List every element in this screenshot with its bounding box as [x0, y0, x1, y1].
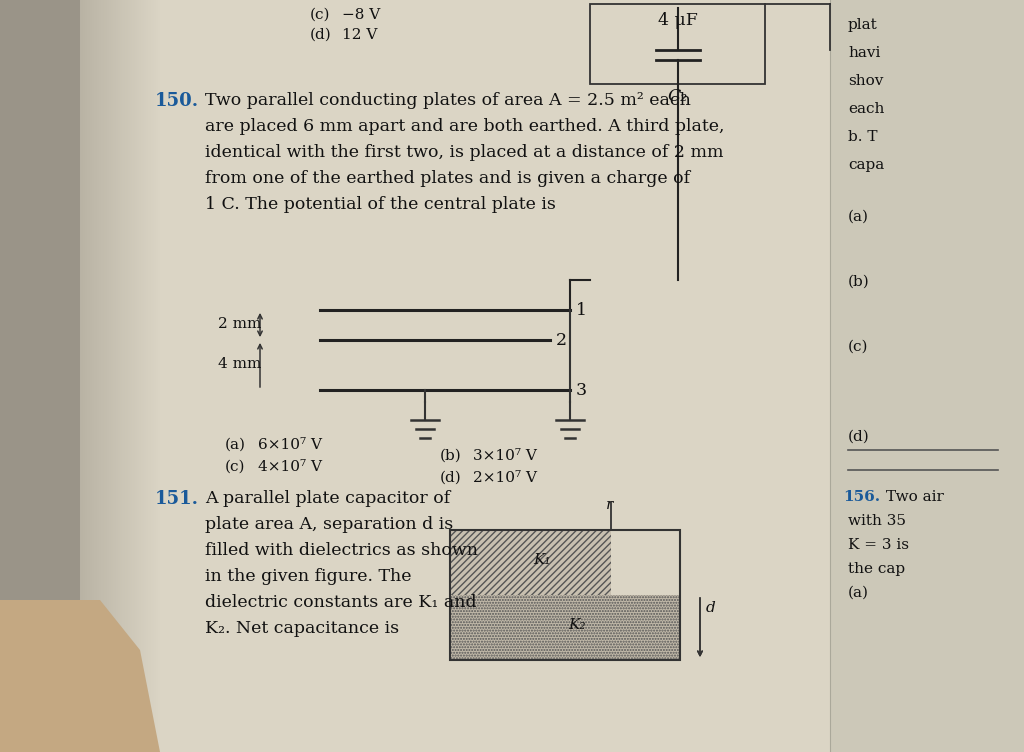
Text: havi: havi	[848, 46, 881, 60]
Text: r: r	[606, 498, 613, 512]
Text: −8 V: −8 V	[342, 8, 380, 22]
FancyBboxPatch shape	[0, 0, 120, 752]
Text: 151.: 151.	[155, 490, 199, 508]
Text: 150.: 150.	[155, 92, 199, 110]
Text: (a): (a)	[225, 438, 246, 452]
Polygon shape	[0, 600, 160, 752]
Bar	[450, 595, 680, 660]
Text: 6×10⁷ V: 6×10⁷ V	[258, 438, 322, 452]
Text: plate area A, separation d is: plate area A, separation d is	[205, 516, 454, 533]
Text: 12 V: 12 V	[342, 28, 378, 42]
Text: A parallel plate capacitor of: A parallel plate capacitor of	[205, 490, 451, 507]
Text: (a): (a)	[848, 210, 869, 224]
Text: 4×10⁷ V: 4×10⁷ V	[258, 460, 322, 474]
Text: 3: 3	[575, 382, 587, 399]
Text: plat: plat	[848, 18, 878, 32]
Text: (c): (c)	[225, 460, 246, 474]
Text: the cap: the cap	[848, 562, 905, 576]
Text: capa: capa	[848, 158, 885, 172]
Text: 156.: 156.	[843, 490, 880, 504]
Text: 2 mm: 2 mm	[218, 317, 261, 331]
Bar	[450, 530, 611, 595]
Text: C₂: C₂	[668, 88, 688, 105]
Text: K₁: K₁	[534, 553, 551, 568]
Text: from one of the earthed plates and is given a charge of: from one of the earthed plates and is gi…	[205, 170, 690, 187]
Text: in the given figure. The: in the given figure. The	[205, 568, 412, 585]
Text: (d): (d)	[440, 471, 462, 485]
Text: (c): (c)	[310, 8, 331, 22]
Bar	[450, 530, 680, 660]
Text: dielectric constants are K₁ and: dielectric constants are K₁ and	[205, 594, 476, 611]
FancyBboxPatch shape	[80, 0, 900, 752]
Text: K₂. Net capacitance is: K₂. Net capacitance is	[205, 620, 399, 637]
Text: 3×10⁷ V: 3×10⁷ V	[473, 449, 537, 463]
Text: (b): (b)	[440, 449, 462, 463]
Text: K = 3 is: K = 3 is	[848, 538, 909, 552]
Text: with 35: with 35	[848, 514, 906, 528]
Text: (c): (c)	[848, 340, 868, 354]
Text: 4 mm: 4 mm	[218, 357, 261, 371]
Text: d: d	[706, 601, 716, 615]
Text: (d): (d)	[848, 430, 869, 444]
Text: 2: 2	[556, 332, 567, 349]
Text: each: each	[848, 102, 885, 116]
FancyBboxPatch shape	[830, 0, 1024, 752]
Text: 1 C. The potential of the central plate is: 1 C. The potential of the central plate …	[205, 196, 556, 213]
Text: 2×10⁷ V: 2×10⁷ V	[473, 471, 537, 485]
Text: identical with the first two, is placed at a distance of 2 mm: identical with the first two, is placed …	[205, 144, 724, 161]
Text: (b): (b)	[848, 275, 869, 289]
Text: 1: 1	[575, 302, 587, 319]
FancyBboxPatch shape	[590, 4, 765, 84]
Text: 4 μF: 4 μF	[657, 12, 697, 29]
Text: K₂: K₂	[567, 618, 586, 632]
Text: (d): (d)	[310, 28, 332, 42]
Text: Two air: Two air	[886, 490, 944, 504]
Text: are placed 6 mm apart and are both earthed. A third plate,: are placed 6 mm apart and are both earth…	[205, 118, 725, 135]
Text: (a): (a)	[848, 586, 869, 600]
Text: filled with dielectrics as shown: filled with dielectrics as shown	[205, 542, 478, 559]
Text: shov: shov	[848, 74, 884, 88]
Text: Two parallel conducting plates of area A = 2.5 m² each: Two parallel conducting plates of area A…	[205, 92, 691, 109]
Text: b. T: b. T	[848, 130, 878, 144]
